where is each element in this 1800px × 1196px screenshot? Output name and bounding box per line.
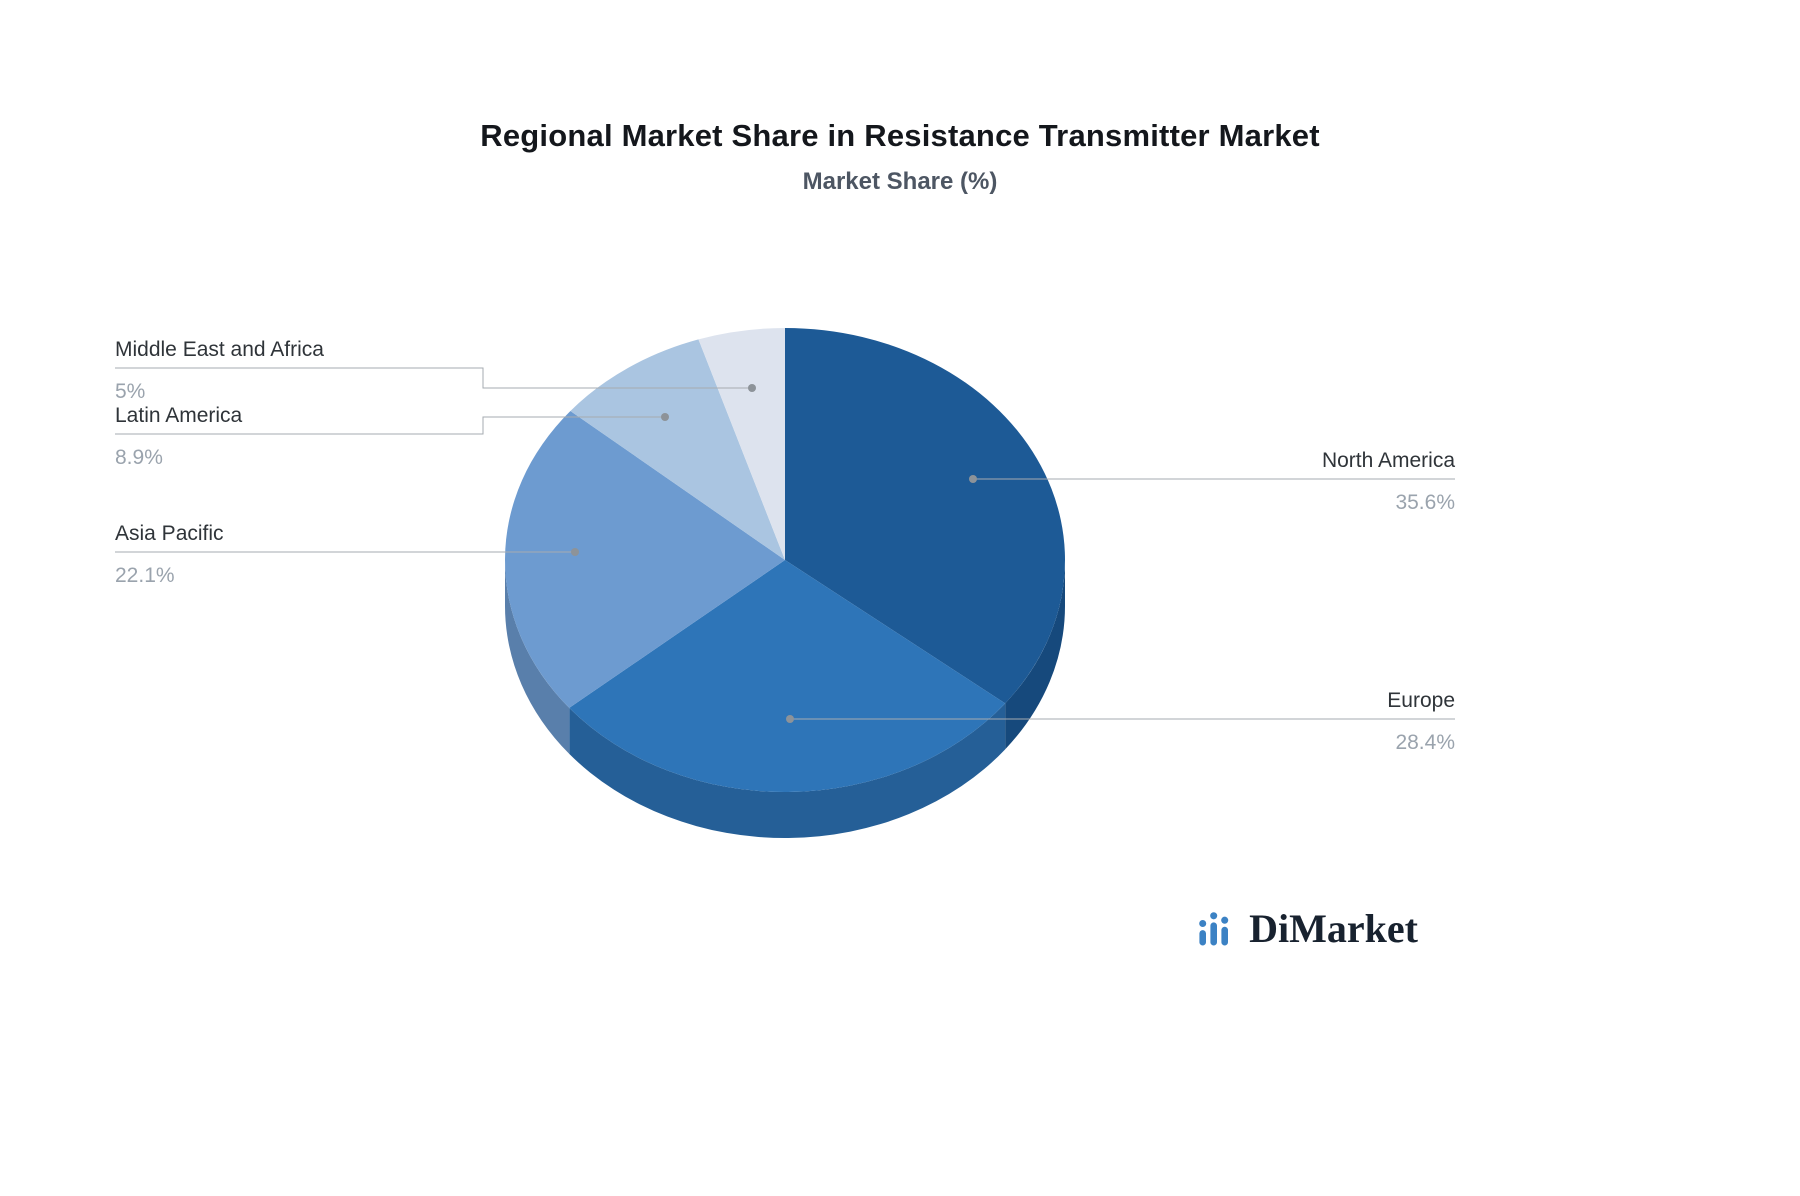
label-dot-europe <box>786 715 794 723</box>
label-line-middle-east-and-africa <box>115 367 752 389</box>
slice-label-north-america: North America <box>1322 449 1455 472</box>
label-dot-latin-america <box>661 413 669 421</box>
brand-logo-text: DiMarket <box>1249 906 1418 951</box>
pie-slice-side-europe <box>569 703 1006 839</box>
pie-slice-asia-pacific <box>505 410 785 708</box>
label-dot-asia-pacific <box>571 548 579 556</box>
slice-value-middle-east-and-africa: 5% <box>115 380 145 403</box>
bar-chart-icon <box>1199 911 1229 945</box>
pie-slice-north-america <box>785 328 1065 704</box>
pie-slice-side-north-america <box>1005 560 1065 750</box>
label-line-latin-america <box>115 416 665 435</box>
pie-slice-side-asia-pacific <box>505 560 570 754</box>
chart-subtitle: Market Share (%) <box>802 168 998 195</box>
slice-label-asia-pacific: Asia Pacific <box>115 522 224 545</box>
pie-slice-europe <box>569 560 1006 793</box>
chart-title: Regional Market Share in Resistance Tran… <box>480 118 1320 153</box>
slice-label-middle-east-and-africa: Middle East and Africa <box>115 338 324 361</box>
slice-value-europe: 28.4% <box>1395 731 1455 754</box>
label-dot-north-america <box>969 475 977 483</box>
slice-value-north-america: 35.6% <box>1395 491 1455 514</box>
brand-logo: DiMarket <box>1195 905 1418 952</box>
slice-value-latin-america: 8.9% <box>115 446 163 469</box>
slice-label-europe: Europe <box>1387 689 1455 712</box>
slice-value-asia-pacific: 22.1% <box>115 564 175 587</box>
pie-slice-latin-america <box>570 339 785 560</box>
label-dot-middle-east-and-africa <box>748 384 756 392</box>
pie-slice-middle-east-and-africa <box>698 328 785 560</box>
slice-label-latin-america: Latin America <box>115 404 243 427</box>
